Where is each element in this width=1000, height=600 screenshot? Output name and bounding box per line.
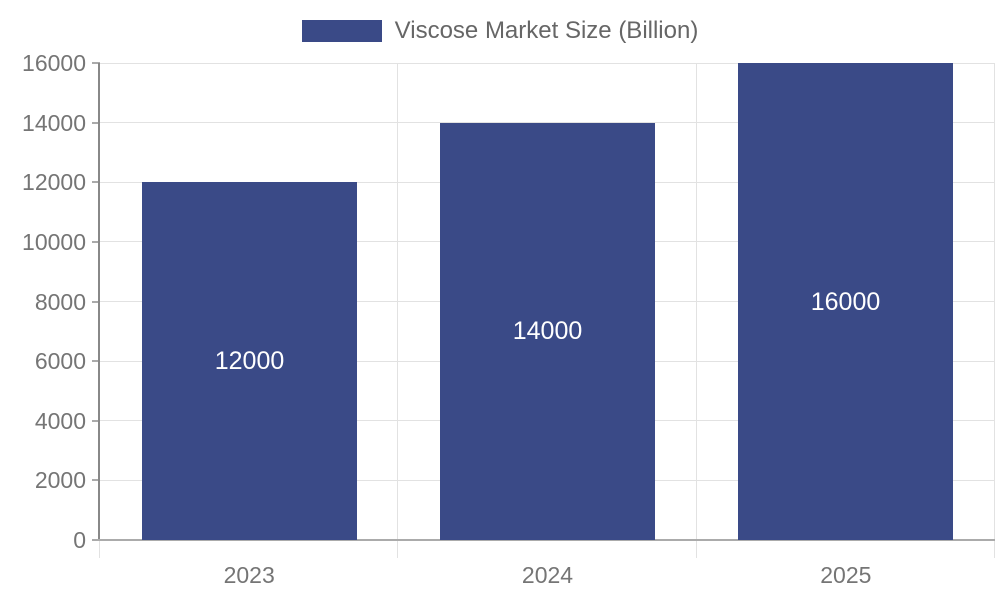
bar-2024[interactable] — [440, 122, 655, 540]
y-axis-tick — [92, 479, 100, 482]
y-axis-tick — [92, 181, 100, 184]
x-tick-label-2024: 2024 — [521, 562, 574, 588]
y-tick-label: 10000 — [22, 228, 86, 255]
y-axis-tick — [92, 360, 100, 363]
x-axis-line — [97, 539, 995, 541]
y-tick-label: 4000 — [34, 407, 86, 434]
y-tick-label: 16000 — [22, 50, 86, 76]
gridline-vertical — [397, 63, 399, 558]
bar-value-label: 12000 — [214, 347, 285, 375]
y-tick-label: 6000 — [34, 348, 86, 375]
y-tick-label: 8000 — [34, 288, 86, 315]
y-tick-label: 0 — [73, 527, 86, 553]
legend-label: Viscose Market Size (Billion) — [394, 17, 699, 44]
y-axis-line — [98, 63, 100, 540]
y-axis-tick — [92, 539, 100, 541]
y-axis-tick — [92, 121, 100, 124]
gridline-vertical — [994, 63, 995, 558]
y-tick-label: 2000 — [34, 467, 86, 494]
y-axis-tick — [92, 300, 100, 303]
x-axis-tick — [99, 540, 100, 558]
bar-value-label: 14000 — [512, 317, 583, 345]
bar-2023[interactable] — [142, 182, 357, 540]
y-axis-tick — [92, 240, 100, 243]
legend[interactable]: Viscose Market Size (Billion) — [0, 16, 1000, 46]
legend-swatch — [301, 20, 382, 42]
gridline-vertical — [695, 63, 697, 558]
y-tick-label: 14000 — [22, 109, 86, 136]
y-axis-tick — [92, 419, 100, 422]
bar-value-label: 16000 — [810, 288, 881, 316]
x-tick-label-2025: 2025 — [820, 562, 872, 588]
gridline-horizontal — [100, 62, 995, 64]
x-tick-label-2023: 2023 — [223, 562, 275, 588]
y-axis-tick — [92, 62, 100, 64]
bar-2025[interactable] — [738, 63, 953, 540]
y-tick-label: 12000 — [22, 169, 86, 196]
